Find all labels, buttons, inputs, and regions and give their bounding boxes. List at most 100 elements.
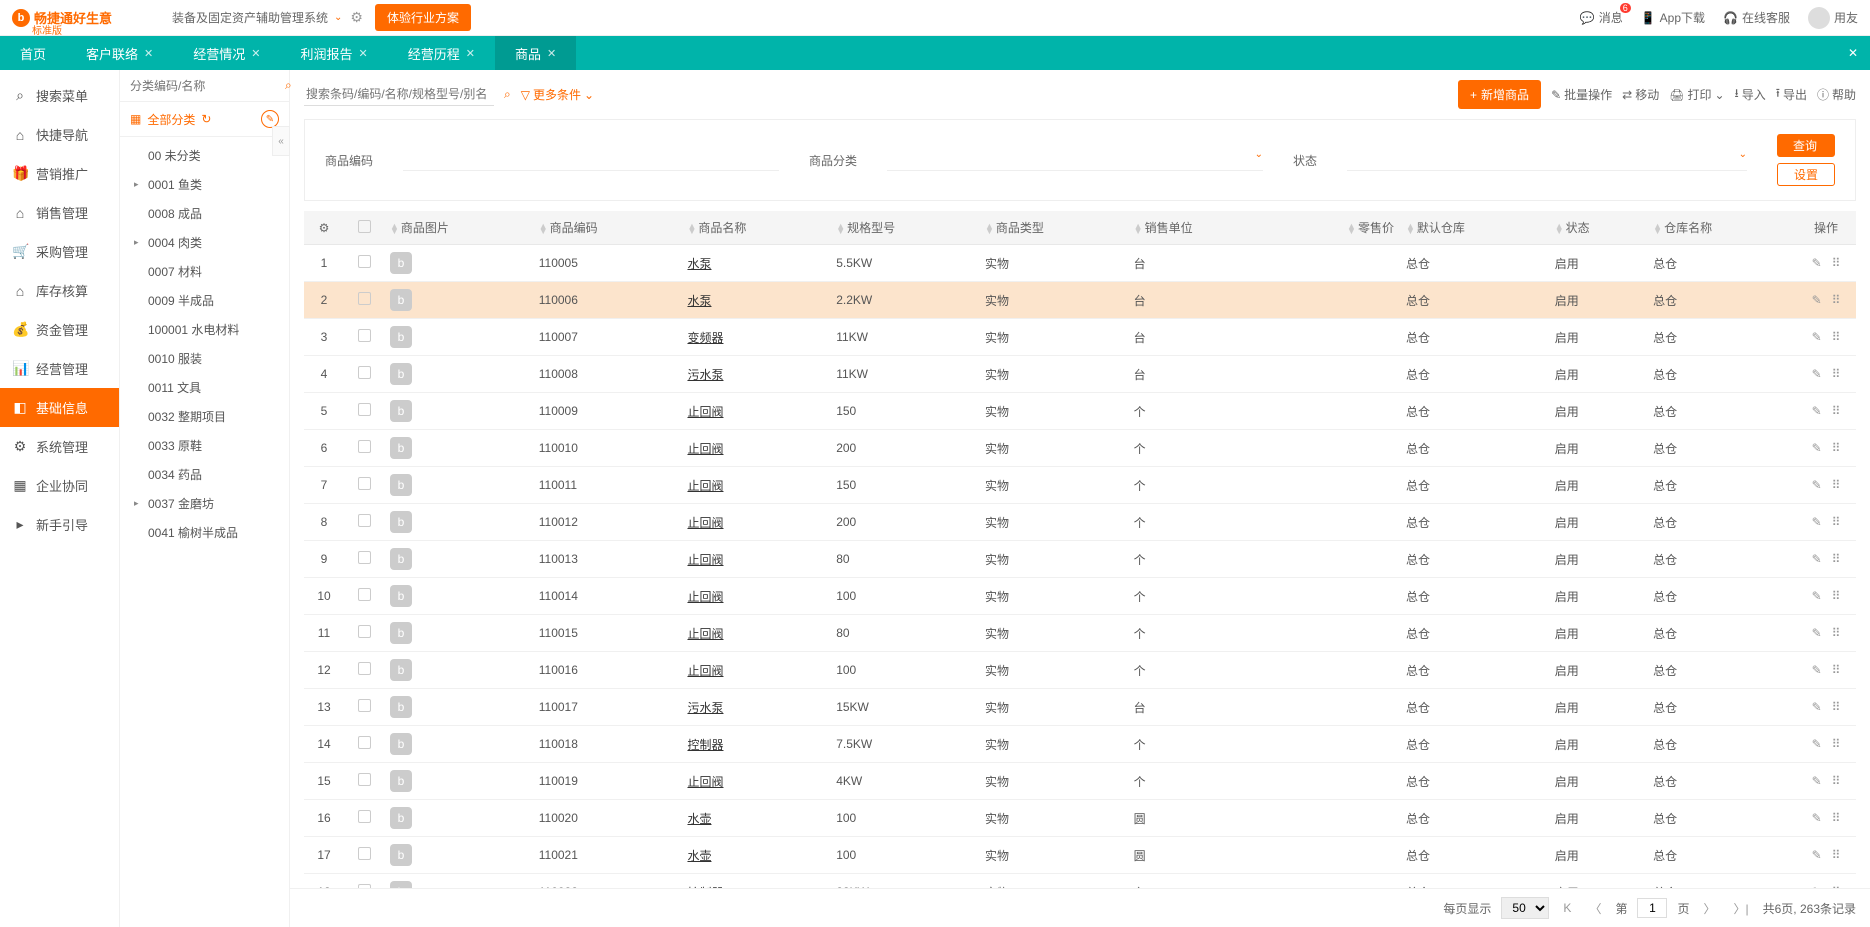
col-header[interactable]: ▲▼零售价 (1276, 211, 1400, 245)
category-item[interactable]: 0007 材料 (120, 257, 289, 286)
table-row[interactable]: 2b110006水泵2.2KW实物台总仓启用总仓✎⠿ (304, 282, 1856, 319)
filter-code-input[interactable] (403, 149, 779, 171)
close-icon[interactable]: ✕ (251, 47, 260, 60)
col-header[interactable]: ▲▼销售单位 (1128, 211, 1277, 245)
edit-icon[interactable]: ✎ (1812, 367, 1822, 381)
edit-icon[interactable]: ✎ (1812, 404, 1822, 418)
row-name[interactable]: 止回阀 (681, 467, 830, 504)
col-header[interactable]: ▲▼默认仓库 (1400, 211, 1549, 245)
checkbox-all[interactable] (358, 220, 371, 233)
tab-客户联络[interactable]: 客户联络✕ (66, 36, 173, 70)
row-check[interactable] (344, 874, 384, 889)
more-icon[interactable]: ⠿ (1832, 811, 1841, 825)
filter-status-select[interactable]: ⌄ (1347, 149, 1747, 171)
category-item[interactable]: 0032 整期项目 (120, 402, 289, 431)
edit-icon[interactable]: ✎ (1812, 737, 1822, 751)
col-header[interactable]: ▲▼商品类型 (979, 211, 1128, 245)
row-name[interactable]: 止回阀 (681, 541, 830, 578)
edit-icon[interactable]: ✎ (1812, 663, 1822, 677)
sort-icon[interactable]: ▲▼ (1347, 224, 1356, 234)
sort-icon[interactable]: ▲▼ (1134, 224, 1143, 234)
more-icon[interactable]: ⠿ (1832, 478, 1841, 492)
more-icon[interactable]: ⠿ (1832, 441, 1841, 455)
page-input[interactable] (1637, 898, 1667, 918)
more-icon[interactable]: ⠿ (1832, 663, 1841, 677)
category-item[interactable]: 0008 成品 (120, 199, 289, 228)
table-row[interactable]: 4b110008污水泵11KW实物台总仓启用总仓✎⠿ (304, 356, 1856, 393)
gear-icon[interactable]: ⚙ (350, 9, 363, 26)
row-check[interactable] (344, 615, 384, 652)
close-icon[interactable]: ✕ (359, 47, 368, 60)
row-name[interactable]: 污水泵 (681, 689, 830, 726)
search-icon[interactable]: ⌕ (504, 87, 511, 102)
category-item[interactable]: 0041 榆树半成品 (120, 518, 289, 547)
import-link[interactable]: ⭳导入 (1735, 84, 1766, 105)
nav-item-快捷导航[interactable]: ⌂快捷导航 (0, 115, 119, 154)
nav-item-新手引导[interactable]: ▸新手引导 (0, 505, 119, 544)
row-name[interactable]: 水壶 (681, 837, 830, 874)
row-name[interactable]: 止回阀 (681, 763, 830, 800)
nav-item-企业协同[interactable]: ▦企业协同 (0, 466, 119, 505)
category-item[interactable]: ▸0001 鱼类 (120, 170, 289, 199)
gear-icon[interactable]: ⚙ (319, 221, 330, 235)
search-icon[interactable]: ⌕ (285, 78, 292, 93)
row-name[interactable]: 止回阀 (681, 615, 830, 652)
category-item[interactable]: 0033 原鞋 (120, 431, 289, 460)
nav-item-基础信息[interactable]: ◧基础信息 (0, 388, 119, 427)
col-header[interactable]: ▲▼商品编码 (533, 211, 682, 245)
col-header[interactable]: ▲▼状态 (1549, 211, 1647, 245)
more-filters-link[interactable]: ▽ 更多条件 ⌄ (521, 86, 594, 103)
table-row[interactable]: 9b110013止回阀80实物个总仓启用总仓✎⠿ (304, 541, 1856, 578)
row-check[interactable] (344, 726, 384, 763)
service-link[interactable]: 🎧 在线客服 (1723, 9, 1790, 26)
row-check[interactable] (344, 282, 384, 319)
category-item[interactable]: ▸0037 金磨坊 (120, 489, 289, 518)
row-check[interactable] (344, 245, 384, 282)
more-icon[interactable]: ⠿ (1832, 367, 1841, 381)
more-icon[interactable]: ⠿ (1832, 737, 1841, 751)
row-name[interactable]: 水壶 (681, 800, 830, 837)
sort-icon[interactable]: ▲▼ (687, 224, 696, 234)
nav-item-营销推广[interactable]: 🎁营销推广 (0, 154, 119, 193)
edit-icon[interactable]: ✎ (1812, 811, 1822, 825)
prev-page-button[interactable]: 〈 (1585, 900, 1605, 917)
col-header[interactable]: ▲▼商品名称 (681, 211, 830, 245)
sort-icon[interactable]: ▲▼ (1555, 224, 1564, 234)
row-name[interactable]: 控制器 (681, 726, 830, 763)
row-name[interactable]: 止回阀 (681, 430, 830, 467)
row-check[interactable] (344, 652, 384, 689)
app-download-link[interactable]: 📱 App下载 (1641, 9, 1705, 26)
row-check[interactable] (344, 578, 384, 615)
col-header[interactable]: ⚙ (304, 211, 344, 245)
category-search-input[interactable] (130, 79, 285, 93)
nav-item-搜索菜单[interactable]: ⌕搜索菜单 (0, 76, 119, 115)
table-row[interactable]: 16b110020水壶100实物圆总仓启用总仓✎⠿ (304, 800, 1856, 837)
add-product-button[interactable]: + 新增商品 (1458, 80, 1541, 109)
edit-icon[interactable]: ✎ (1812, 700, 1822, 714)
per-page-select[interactable]: 50 (1501, 897, 1549, 919)
col-header[interactable] (344, 211, 384, 245)
table-row[interactable]: 11b110015止回阀80实物个总仓启用总仓✎⠿ (304, 615, 1856, 652)
last-page-button[interactable]: 〉| (1730, 900, 1753, 917)
tab-商品[interactable]: 商品✕ (495, 36, 576, 70)
table-row[interactable]: 6b110010止回阀200实物个总仓启用总仓✎⠿ (304, 430, 1856, 467)
category-root[interactable]: ▦ 全部分类 ↻ ✎ (120, 102, 289, 137)
help-link[interactable]: ⓘ帮助 (1817, 86, 1856, 103)
edit-icon[interactable]: ✎ (1812, 330, 1822, 344)
edit-icon[interactable]: ✎ (1812, 478, 1822, 492)
row-check[interactable] (344, 689, 384, 726)
category-item[interactable]: 0011 文具 (120, 373, 289, 402)
edit-icon[interactable]: ✎ (1812, 774, 1822, 788)
row-check[interactable] (344, 800, 384, 837)
edit-icon[interactable]: ✎ (1812, 256, 1822, 270)
close-icon[interactable]: ✕ (547, 47, 556, 60)
more-icon[interactable]: ⠿ (1832, 589, 1841, 603)
category-item[interactable]: 0010 服装 (120, 344, 289, 373)
more-icon[interactable]: ⠿ (1832, 330, 1841, 344)
more-icon[interactable]: ⠿ (1832, 552, 1841, 566)
sort-icon[interactable]: ▲▼ (539, 224, 548, 234)
row-check[interactable] (344, 319, 384, 356)
nav-item-资金管理[interactable]: 💰资金管理 (0, 310, 119, 349)
move-link[interactable]: ⇄移动 (1622, 86, 1659, 103)
category-item[interactable]: 0034 药品 (120, 460, 289, 489)
